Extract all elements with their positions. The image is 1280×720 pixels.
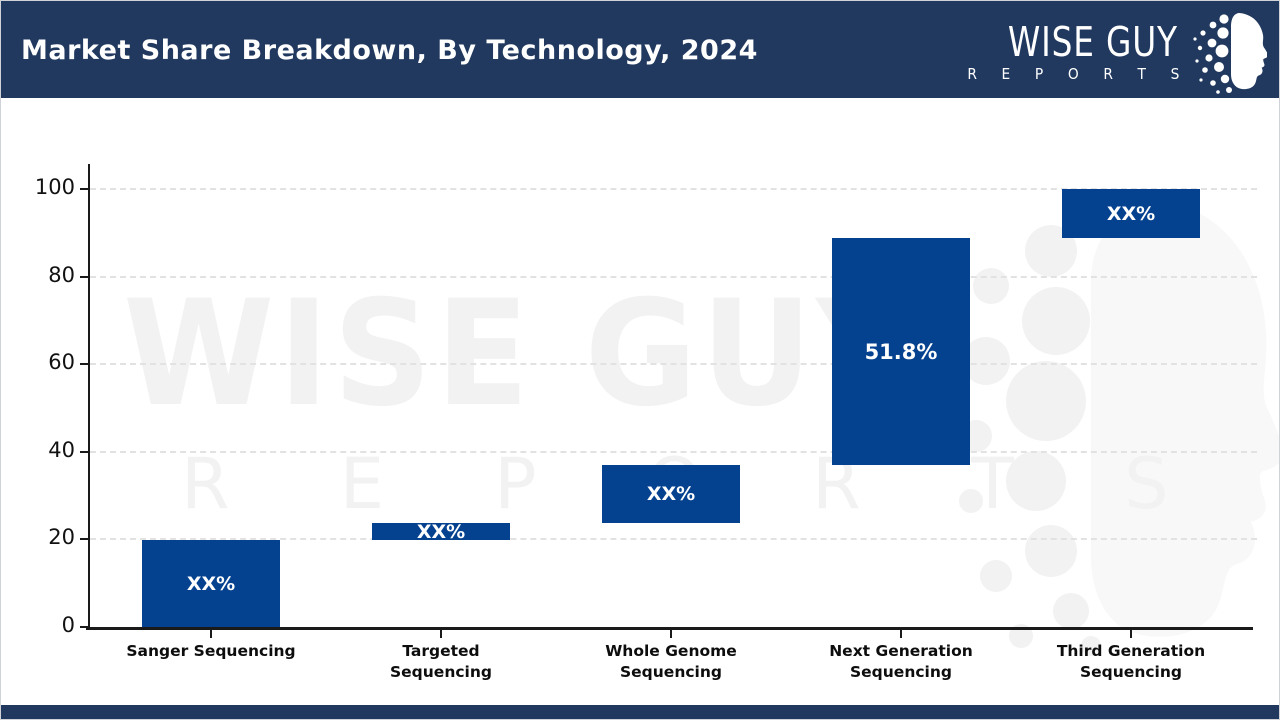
gridline-20 — [90, 538, 1257, 541]
x-tick-2 — [440, 630, 442, 638]
y-tick-label-100: 100 — [34, 175, 75, 199]
bar-3: XX% — [602, 465, 740, 523]
brand-wordmark-wiseguy: WISE GUY — [1007, 18, 1178, 66]
bar-value-label: 51.8% — [864, 339, 938, 364]
gridline-60 — [90, 363, 1257, 366]
x-tick-1 — [210, 630, 212, 638]
y-tick-label-60: 60 — [48, 350, 75, 375]
y-axis-line — [88, 164, 90, 630]
y-tick-label-20: 20 — [48, 525, 75, 550]
x-category-label-line: Next Generation — [829, 642, 973, 660]
y-tick-0 — [80, 626, 88, 628]
x-category-label-line: Sequencing — [390, 663, 492, 681]
footer-bar — [1, 705, 1279, 719]
x-category-label-line: Sanger Sequencing — [126, 642, 296, 660]
x-category-label-line: Sequencing — [850, 663, 952, 681]
gridline-40 — [90, 450, 1257, 453]
brand-logo: WISE GUY R E P O R T S — [967, 7, 1267, 94]
x-category-label-line: Whole Genome — [605, 642, 737, 660]
x-category-label-3: Whole Genome Sequencing — [551, 641, 791, 683]
x-axis-line — [86, 627, 1253, 630]
x-category-label-line: Third Generation — [1056, 642, 1206, 660]
x-tick-5 — [1130, 630, 1132, 638]
x-tick-4 — [900, 630, 902, 638]
bar-value-label: XX% — [186, 572, 236, 595]
bar-value-label: XX% — [646, 483, 696, 506]
bar-value-label: XX% — [416, 520, 466, 543]
x-category-label-1: Sanger Sequencing — [91, 641, 331, 662]
logo-face-icon — [1193, 13, 1267, 94]
x-category-label-line: Targeted — [402, 642, 480, 660]
y-tick-80 — [80, 275, 88, 278]
y-tick-label-80: 80 — [48, 262, 75, 287]
x-category-label-5: Third Generation Sequencing — [1011, 641, 1251, 683]
x-category-label-line: Sequencing — [1080, 663, 1182, 681]
header-bar: Market Share Breakdown, By Technology, 2… — [1, 1, 1279, 98]
watermark-face-icon — [936, 201, 1279, 656]
bar-5: XX% — [1062, 189, 1200, 239]
y-tick-40 — [80, 450, 88, 453]
x-tick-3 — [670, 630, 672, 638]
bar-2: XX% — [372, 520, 510, 543]
x-category-label-4: Next Generation Sequencing — [781, 641, 1021, 683]
watermark-wordmark: WISE GUY — [123, 269, 920, 439]
brand-wordmark-reports: R E P O R T S — [966, 65, 1189, 83]
x-category-label-2: Targeted Sequencing — [321, 641, 561, 683]
x-category-label-line: Sequencing — [620, 663, 722, 681]
bar-value-label: XX% — [1106, 202, 1156, 225]
y-tick-20 — [80, 538, 88, 541]
brand-wordmark: WISE GUY R E P O R T S — [948, 21, 1189, 83]
y-tick-60 — [80, 363, 88, 366]
bar-4: 51.8% — [832, 238, 970, 466]
y-tick-100 — [80, 188, 88, 190]
gridline-80 — [90, 275, 1257, 278]
bar-1: XX% — [142, 540, 280, 627]
page-title: Market Share Breakdown, By Technology, 2… — [21, 35, 758, 66]
y-tick-label-0: 0 — [61, 613, 75, 637]
y-tick-label-40: 40 — [48, 437, 75, 462]
gridline-100 — [90, 188, 1257, 190]
